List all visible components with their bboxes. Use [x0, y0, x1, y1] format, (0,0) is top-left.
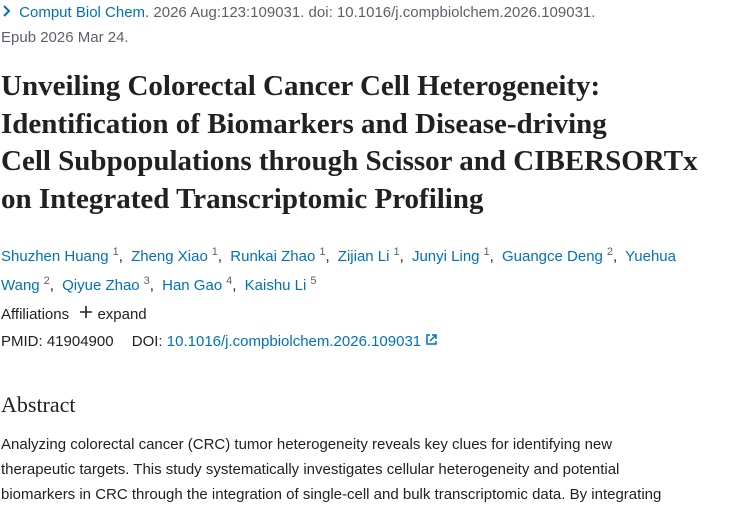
article-title: Unveiling Colorectal Cancer Cell Heterog…	[1, 68, 698, 218]
journal-link[interactable]: Comput Biol Chem.	[19, 4, 150, 21]
separator: ,	[232, 277, 237, 294]
affiliation-number: 3	[143, 275, 150, 287]
citation-line: Comput Biol Chem. 2026 Aug:123:109031. d…	[1, 4, 595, 21]
pmid-value: 41904900	[46, 333, 114, 350]
affiliation-number: 2	[606, 246, 613, 258]
author-name[interactable]: Runkai Zhao	[230, 248, 316, 265]
affiliation-number: 1	[483, 246, 490, 258]
affiliation-number: 5	[310, 275, 317, 287]
affiliation-number: 1	[319, 246, 326, 258]
separator: ,	[149, 277, 154, 294]
author-name[interactable]: Zijian Li	[337, 248, 390, 265]
abstract-heading: Abstract	[1, 392, 76, 417]
expand-label: expand	[97, 306, 147, 323]
identifiers-row: PMID: 41904900 DOI: 10.1016/j.compbiolch…	[1, 333, 438, 350]
affiliation-number: 1	[393, 246, 400, 258]
author: Runkai Zhao 1,	[230, 246, 333, 265]
external-link-icon	[426, 334, 438, 345]
separator: ,	[399, 248, 404, 265]
author-name[interactable]: Guangce Deng	[501, 248, 603, 265]
author: Yuehua Wang 2,	[1, 248, 676, 294]
author-name[interactable]: Yuehua Wang	[1, 248, 676, 294]
author: Kaishu Li 5	[244, 275, 317, 294]
separator: ,	[489, 248, 494, 265]
affiliation-number: 4	[226, 275, 233, 287]
plus-icon	[80, 306, 93, 318]
author-name[interactable]: Junyi Ling	[411, 248, 480, 265]
affiliations-label: Affiliations	[1, 306, 70, 323]
author-list: Shuzhen Huang 1, Zheng Xiao 1, Runkai Zhao…	[1, 240, 701, 298]
author: Junyi Ling 1,	[411, 246, 498, 265]
author: Shuzhen Huang 1,	[1, 246, 127, 265]
abstract-line: therapeutic targets. This study systemat…	[1, 461, 620, 478]
author-name[interactable]: Kaishu Li	[244, 277, 307, 294]
title-line: Unveiling Colorectal Cancer Cell Heterog…	[1, 70, 601, 102]
affiliations-row: Affiliations expand	[1, 305, 147, 323]
citation-details: 2026 Aug:123:109031. doi: 10.1016/j.comp…	[153, 4, 596, 21]
expand-toggle[interactable]: expand	[79, 306, 147, 323]
abstract-line: Analyzing colorectal cancer (CRC) tumor …	[1, 436, 613, 453]
title-line: Identification of Biomarkers and Disease…	[1, 107, 607, 140]
author-name[interactable]: Han Gao	[162, 277, 223, 294]
chevron-icon	[3, 5, 11, 17]
author: Zijian Li 1,	[337, 246, 408, 265]
abstract-body: Analyzing colorectal cancer (CRC) tumor …	[1, 432, 661, 507]
author-name[interactable]: Qiyue Zhao	[62, 277, 140, 294]
separator: ,	[118, 248, 123, 265]
doi-link[interactable]: 10.1016/j.compbiolchem.2026.109031	[167, 333, 439, 350]
author: Han Gao 4,	[162, 275, 240, 294]
separator: ,	[49, 277, 54, 294]
author-name[interactable]: Shuzhen Huang	[1, 248, 109, 265]
doi-value: 10.1016/j.compbiolchem.2026.109031	[166, 333, 422, 350]
pmid-label: PMID:	[1, 333, 43, 350]
abstract-line: biomarkers in CRC through the integratio…	[1, 486, 662, 503]
affiliation-number: 2	[43, 275, 50, 287]
separator: ,	[325, 248, 330, 265]
affiliation-number: 1	[112, 246, 119, 258]
author: Guangce Deng 2,	[501, 246, 621, 265]
title-line: Cell Subpopulations through Scissor and …	[1, 145, 698, 177]
doi-label: DOI:	[131, 333, 163, 350]
epub-date: Epub 2026 Mar 24.	[1, 29, 129, 46]
author-name[interactable]: Zheng Xiao	[131, 248, 208, 265]
author: Qiyue Zhao 3,	[62, 275, 158, 294]
separator: ,	[217, 248, 223, 265]
affiliation-number: 1	[211, 246, 218, 258]
author: Zheng Xiao 1,	[131, 246, 226, 265]
separator: ,	[613, 248, 618, 265]
title-line: on Integrated Transcriptomic Profiling	[1, 182, 484, 215]
